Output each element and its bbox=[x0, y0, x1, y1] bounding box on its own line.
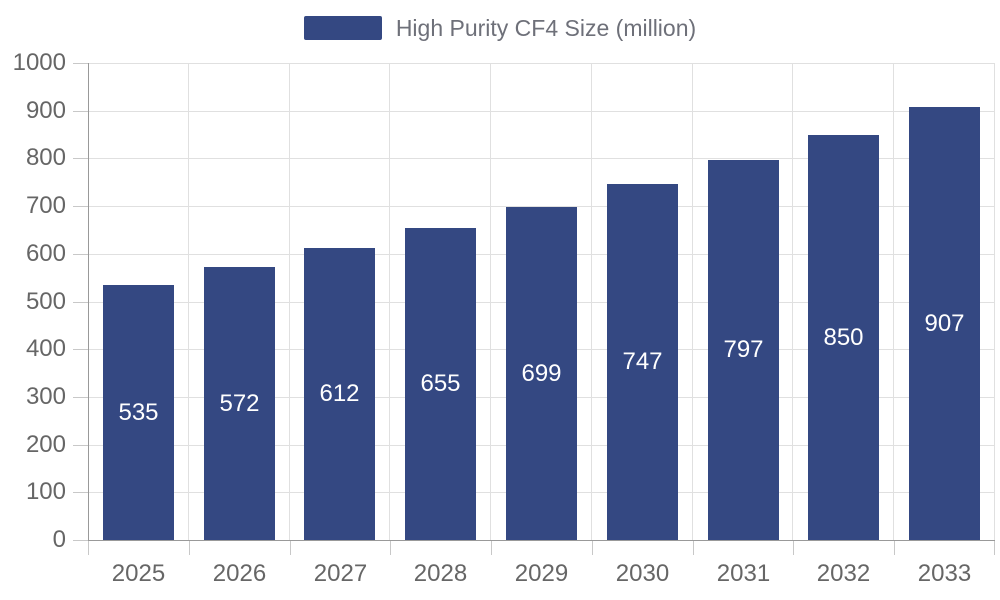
h-gridline bbox=[88, 206, 995, 208]
y-axis-label-800: 800 bbox=[25, 144, 66, 172]
x-axis-label-2029: 2029 bbox=[514, 560, 569, 587]
y-axis-label-400: 400 bbox=[25, 335, 66, 363]
y-axis-label-600: 600 bbox=[25, 239, 66, 267]
bar-value-label-2028: 655 bbox=[420, 370, 461, 397]
y-axis-tick bbox=[73, 301, 88, 303]
bar-value-label-2033: 907 bbox=[924, 310, 965, 337]
x-axis-tick bbox=[894, 540, 896, 555]
v-gridline bbox=[691, 63, 693, 540]
x-axis-label-2033: 2033 bbox=[917, 560, 972, 587]
x-axis-tick bbox=[289, 540, 291, 555]
legend-item[interactable]: High Purity CF4 Size (million) bbox=[0, 16, 1000, 40]
x-axis-tick bbox=[390, 540, 392, 555]
y-axis-label-0: 0 bbox=[52, 526, 66, 553]
y-axis-tick bbox=[73, 349, 88, 351]
plot-area: 535 572 612 655 699 747 797 850 907 bbox=[88, 63, 995, 541]
x-axis-label-2030: 2030 bbox=[615, 560, 670, 587]
bar-value-label-2031: 797 bbox=[723, 336, 764, 363]
x-axis-tick bbox=[491, 540, 493, 555]
bar-value-label-2029: 699 bbox=[521, 360, 562, 387]
y-axis-label-700: 700 bbox=[25, 192, 66, 220]
x-axis-tick bbox=[188, 540, 190, 555]
bar-2029[interactable]: 699 bbox=[506, 207, 577, 540]
y-axis-tick bbox=[73, 158, 88, 160]
v-gridline bbox=[490, 63, 492, 540]
v-gridline bbox=[389, 63, 391, 540]
bar-2030[interactable]: 747 bbox=[607, 184, 678, 540]
v-gridline bbox=[288, 63, 290, 540]
legend-swatch-icon bbox=[303, 16, 382, 40]
y-axis-line bbox=[88, 63, 89, 540]
bar-2028[interactable]: 655 bbox=[405, 228, 476, 540]
bar-2031[interactable]: 797 bbox=[708, 160, 779, 540]
x-axis-tick bbox=[793, 540, 795, 555]
x-axis-tick bbox=[88, 540, 89, 555]
y-axis-label-300: 300 bbox=[25, 382, 66, 410]
y-axis-tick bbox=[73, 110, 88, 112]
y-axis-label-200: 200 bbox=[25, 430, 66, 458]
y-axis-tick bbox=[73, 492, 88, 494]
x-axis-label-2031: 2031 bbox=[716, 560, 771, 587]
v-gridline bbox=[893, 63, 895, 540]
y-axis-label-500: 500 bbox=[25, 287, 66, 315]
v-gridline bbox=[792, 63, 794, 540]
v-gridline bbox=[590, 63, 592, 540]
bar-2027[interactable]: 612 bbox=[304, 248, 375, 540]
h-gridline bbox=[88, 63, 995, 64]
y-axis-label-1000: 1000 bbox=[12, 49, 66, 76]
y-axis-tick bbox=[73, 63, 88, 64]
bar-2025[interactable]: 535 bbox=[103, 285, 174, 540]
y-axis-label-100: 100 bbox=[25, 478, 66, 506]
y-axis-tick bbox=[73, 396, 88, 398]
x-axis-label-2026: 2026 bbox=[212, 560, 267, 587]
x-axis-label-2025: 2025 bbox=[111, 560, 166, 587]
bar-2032[interactable]: 850 bbox=[808, 135, 879, 540]
y-axis-tick bbox=[73, 253, 88, 255]
y-axis-tick bbox=[73, 540, 88, 541]
x-axis-tick bbox=[994, 540, 995, 555]
bar-2026[interactable]: 572 bbox=[204, 267, 275, 540]
x-axis-line bbox=[88, 540, 995, 541]
bar-value-label-2032: 850 bbox=[823, 324, 864, 351]
v-gridline bbox=[187, 63, 189, 540]
x-axis-label-2027: 2027 bbox=[313, 560, 368, 587]
y-axis-tick bbox=[73, 444, 88, 446]
x-axis-tick bbox=[591, 540, 593, 555]
bar-value-label-2027: 612 bbox=[319, 380, 360, 407]
bar-value-label-2026: 572 bbox=[219, 390, 260, 417]
y-axis-label-900: 900 bbox=[25, 96, 66, 124]
legend-label: High Purity CF4 Size (million) bbox=[395, 14, 697, 41]
bar-value-label-2025: 535 bbox=[118, 399, 159, 426]
h-gridline bbox=[88, 110, 995, 112]
bar-value-label-2030: 747 bbox=[622, 348, 663, 375]
x-axis-label-2028: 2028 bbox=[413, 560, 468, 587]
v-gridline bbox=[994, 63, 995, 540]
bar-2033[interactable]: 907 bbox=[909, 107, 980, 540]
y-axis-tick bbox=[73, 206, 88, 208]
h-gridline bbox=[88, 158, 995, 160]
x-axis-tick bbox=[692, 540, 694, 555]
x-axis-label-2032: 2032 bbox=[816, 560, 871, 587]
